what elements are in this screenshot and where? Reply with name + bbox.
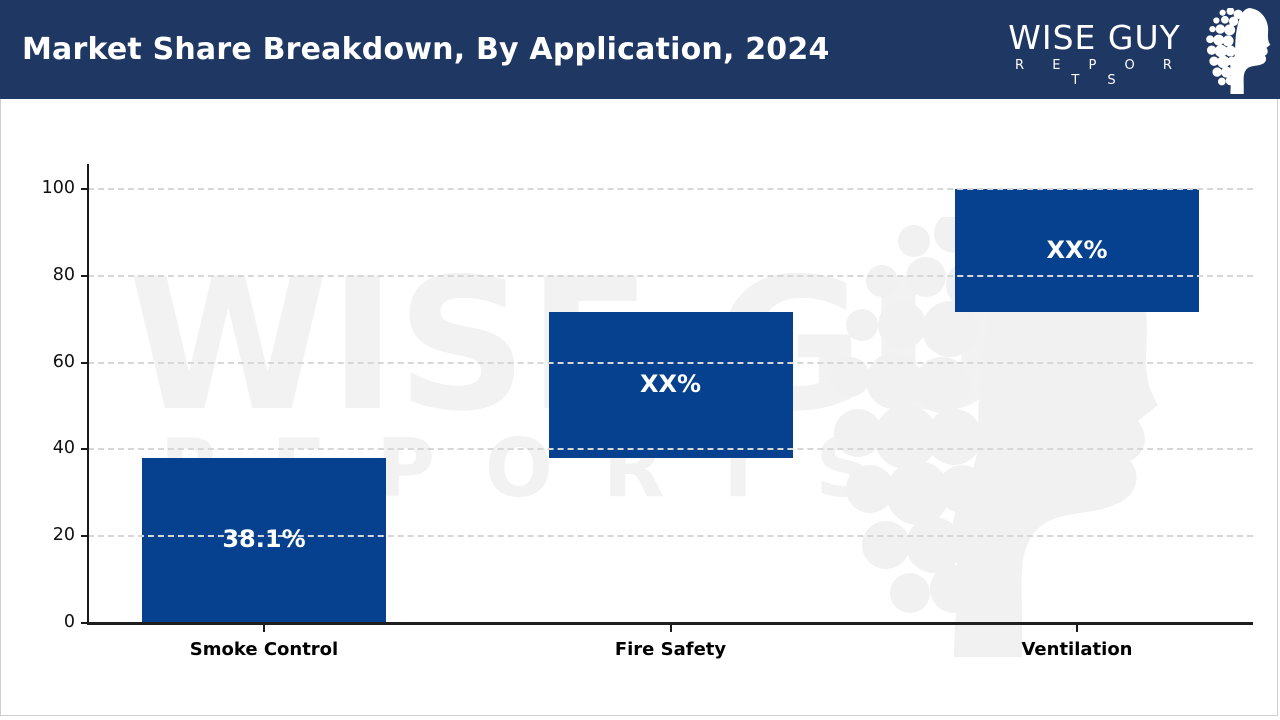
- bar-value-label-ventilation: XX%: [1046, 235, 1108, 264]
- x-tick-fire-safety: [669, 625, 672, 632]
- x-axis-line: [87, 622, 1253, 625]
- gridline-60: [88, 361, 1253, 364]
- gridline-80: [88, 274, 1253, 277]
- bar-value-label-fire-safety: XX%: [639, 369, 702, 398]
- y-tick-80: [81, 274, 88, 277]
- y-tick-0: [81, 622, 88, 624]
- logo-wordmark: WISE GUY: [1008, 18, 1181, 57]
- y-tick-label-60: 60: [52, 351, 75, 372]
- header: Market Share Breakdown, By Application, …: [0, 0, 1280, 99]
- x-category-label-smoke-control: Smoke Control: [189, 639, 339, 660]
- y-tick-100: [81, 188, 88, 190]
- y-axis-line: [87, 164, 89, 625]
- y-tick-40: [81, 448, 88, 451]
- logo-text: WISE GUY R E P O R T S: [1002, 18, 1187, 89]
- y-tick-label-0: 0: [63, 612, 75, 632]
- bar-value-label-smoke-control: 38.1%: [222, 525, 306, 554]
- bar-ventilation: [955, 189, 1199, 313]
- x-category-label-fire-safety: Fire Safety: [614, 639, 727, 660]
- x-category-label-ventilation: Ventilation: [1021, 639, 1133, 660]
- y-tick-60: [81, 361, 88, 364]
- x-tick-ventilation: [1076, 625, 1078, 632]
- bar-smoke-control: [142, 457, 386, 623]
- y-tick-label-100: 100: [41, 178, 75, 198]
- logo-subtitle: R E P O R T S: [1015, 58, 1184, 89]
- x-tick-smoke-control: [263, 625, 265, 632]
- bar-fire-safety: [548, 312, 793, 458]
- logo-dotted-head-icon: [1206, 8, 1271, 94]
- chart-canvas: WISE GUY REPORTS 38.1%XX%XX%020406080100…: [0, 99, 1280, 716]
- y-tick-20: [81, 535, 88, 538]
- wiseguy-logo: WISE GUY R E P O R T S: [1002, 6, 1272, 94]
- y-tick-label-80: 80: [52, 264, 75, 285]
- gridline-20: [88, 535, 1253, 538]
- gridline-40: [88, 448, 1253, 451]
- gridline-100: [88, 188, 1253, 190]
- y-tick-label-40: 40: [52, 438, 75, 459]
- y-tick-label-20: 20: [52, 525, 75, 546]
- chart-title: Market Share Breakdown, By Application, …: [22, 32, 830, 67]
- chart-image-frame: [0, 98, 1278, 716]
